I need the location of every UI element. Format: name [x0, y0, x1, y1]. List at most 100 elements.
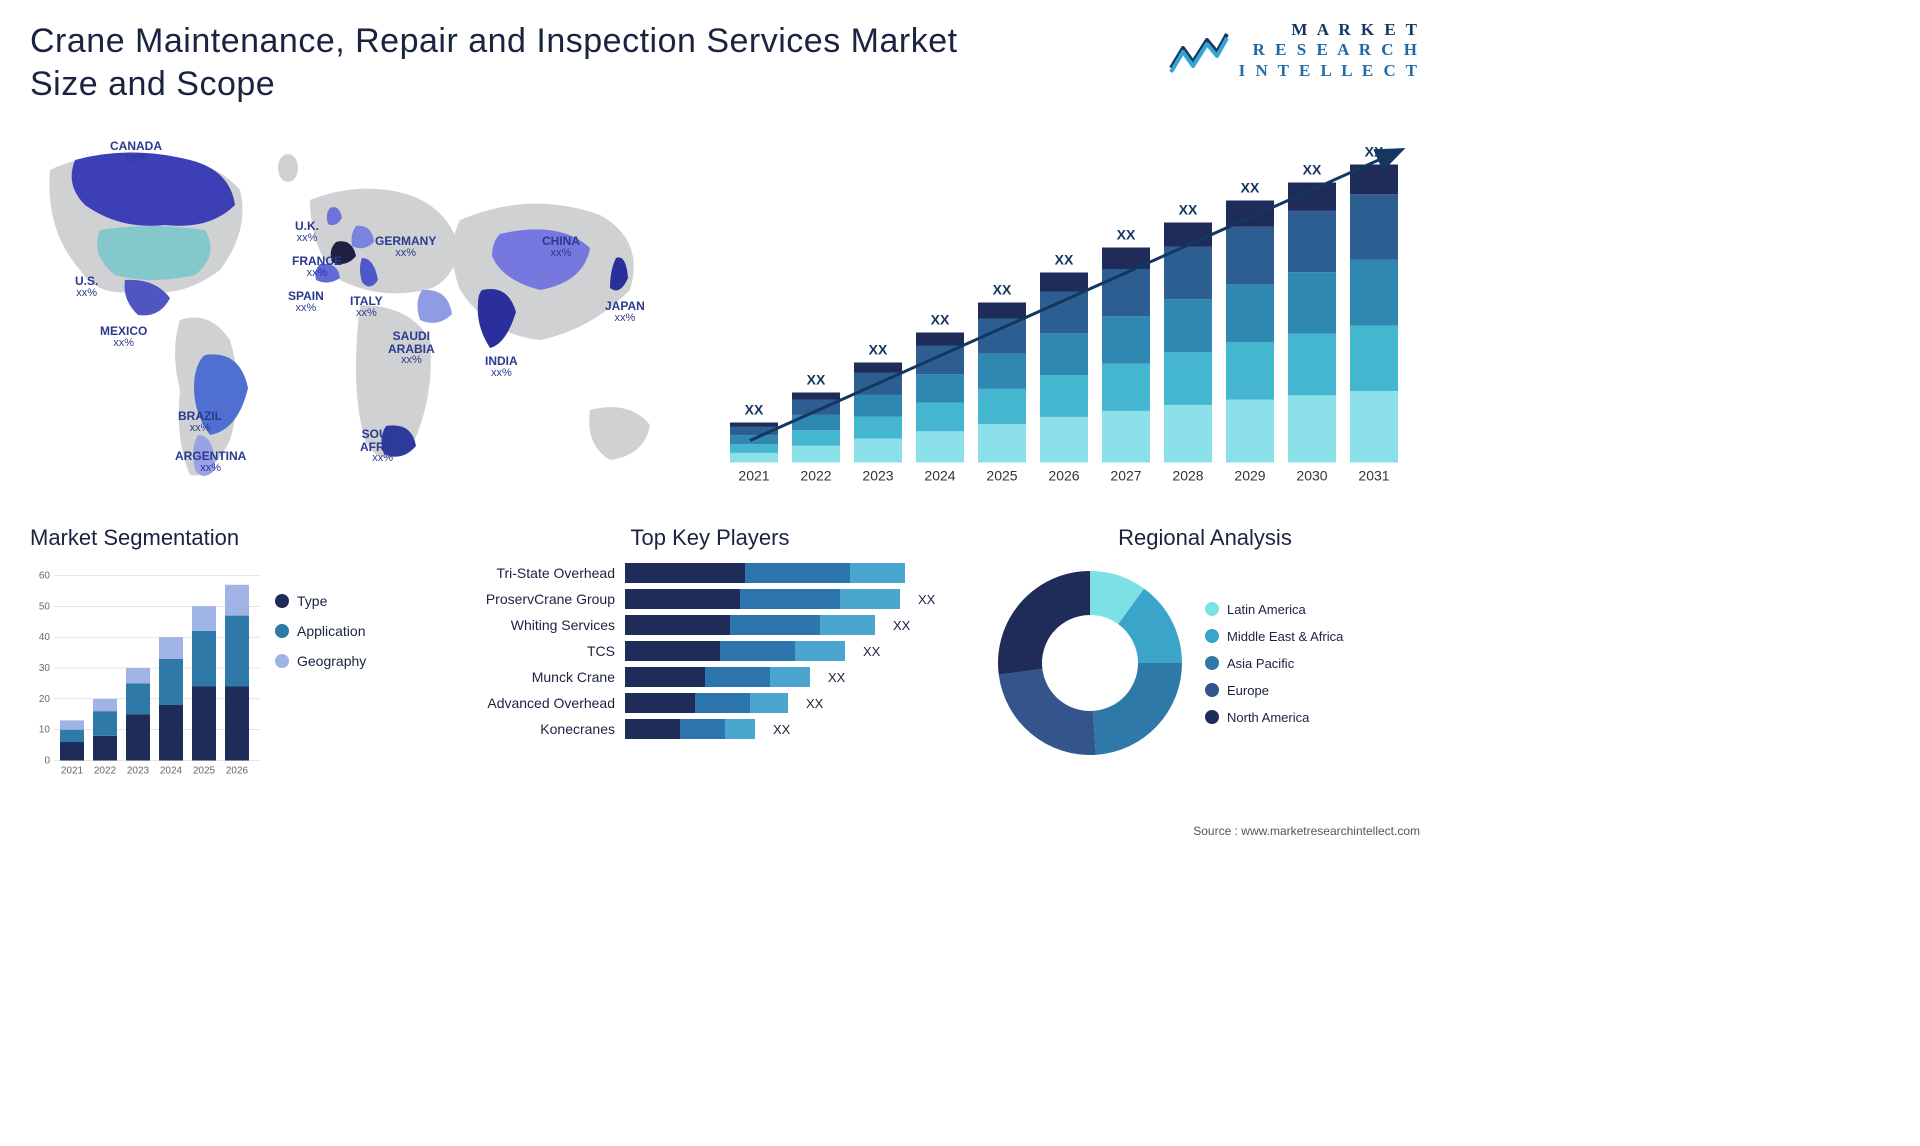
map-label: GERMANYxx%: [375, 235, 436, 259]
segmentation-title: Market Segmentation: [30, 525, 430, 551]
player-value: XX: [806, 696, 823, 711]
map-label: ITALYxx%: [350, 295, 383, 319]
player-name: Konecranes: [460, 721, 615, 737]
map-label: ARGENTINAxx%: [175, 450, 246, 474]
map-label: SOUTHAFRICAxx%: [360, 428, 405, 465]
page-title: Crane Maintenance, Repair and Inspection…: [30, 20, 980, 105]
legend-item: Asia Pacific: [1205, 656, 1343, 671]
svg-text:2022: 2022: [800, 468, 831, 484]
logo-line3: I N T E L L E C T: [1239, 61, 1420, 81]
svg-text:XX: XX: [993, 282, 1012, 298]
svg-text:2021: 2021: [738, 468, 769, 484]
legend-item: Application: [275, 623, 366, 639]
map-label: CHINAxx%: [542, 235, 580, 259]
svg-text:2024: 2024: [924, 468, 955, 484]
svg-text:2025: 2025: [986, 468, 1017, 484]
player-bar: [625, 667, 810, 687]
svg-text:10: 10: [39, 725, 51, 736]
svg-text:2024: 2024: [160, 766, 183, 777]
player-bar: [625, 589, 900, 609]
map-label: SAUDIARABIAxx%: [388, 330, 435, 367]
svg-text:XX: XX: [1117, 227, 1136, 243]
map-label: JAPANxx%: [605, 300, 645, 324]
map-label: INDIAxx%: [485, 355, 518, 379]
map-label: U.K.xx%: [295, 220, 319, 244]
player-row: Tri-State Overhead: [460, 563, 960, 583]
svg-text:XX: XX: [1179, 202, 1198, 218]
map-label: FRANCExx%: [292, 255, 342, 279]
svg-text:20: 20: [39, 694, 51, 705]
svg-text:XX: XX: [807, 372, 826, 388]
svg-text:2029: 2029: [1234, 468, 1265, 484]
regional-panel: Regional Analysis Latin America Middle Ea…: [990, 525, 1420, 783]
player-name: Whiting Services: [460, 617, 615, 633]
legend-item: North America: [1205, 710, 1343, 725]
svg-text:XX: XX: [931, 312, 950, 328]
player-name: Tri-State Overhead: [460, 565, 615, 581]
player-value: XX: [828, 670, 845, 685]
player-name: ProservCrane Group: [460, 591, 615, 607]
svg-text:40: 40: [39, 632, 51, 643]
svg-text:2021: 2021: [61, 766, 84, 777]
player-bar: [625, 641, 845, 661]
player-row: Whiting Services XX: [460, 615, 960, 635]
logo-icon: [1169, 28, 1229, 74]
map-label: U.S.xx%: [75, 275, 98, 299]
svg-text:XX: XX: [745, 402, 764, 418]
segmentation-chart: 0 10 20 30 40 50 60 2021 2022 2023 2024 2025 2026: [30, 563, 260, 783]
player-row: ProservCrane Group XX: [460, 589, 960, 609]
player-value: XX: [863, 644, 880, 659]
svg-text:2022: 2022: [94, 766, 117, 777]
player-row: Munck Crane XX: [460, 667, 960, 687]
svg-text:XX: XX: [869, 342, 888, 358]
logo-line1: M A R K E T: [1239, 20, 1420, 40]
svg-text:2030: 2030: [1296, 468, 1327, 484]
legend-item: Type: [275, 593, 366, 609]
player-name: TCS: [460, 643, 615, 659]
player-value: XX: [773, 722, 790, 737]
svg-text:2031: 2031: [1358, 468, 1389, 484]
svg-text:0: 0: [44, 756, 50, 767]
svg-text:60: 60: [39, 571, 51, 582]
svg-text:2023: 2023: [127, 766, 150, 777]
segmentation-panel: Market Segmentation 0 10 20 30 40 50 60 2021 202…: [30, 525, 430, 783]
player-name: Munck Crane: [460, 669, 615, 685]
svg-text:XX: XX: [1055, 252, 1074, 268]
map-label: BRAZILxx%: [178, 410, 222, 434]
svg-text:XX: XX: [1365, 144, 1384, 160]
regional-donut: [990, 563, 1190, 763]
svg-text:2027: 2027: [1110, 468, 1141, 484]
legend-item: Latin America: [1205, 602, 1343, 617]
svg-text:30: 30: [39, 663, 51, 674]
svg-text:XX: XX: [1303, 162, 1322, 178]
forecast-chart: XX 2021 XX 2022 XX 2023 XX 2024 XX 2025 XX 2026 XX 20…: [710, 130, 1420, 500]
player-row: Advanced Overhead XX: [460, 693, 960, 713]
regional-title: Regional Analysis: [990, 525, 1420, 551]
brand-logo: M A R K E T R E S E A R C H I N T E L L …: [1169, 20, 1420, 81]
legend-item: Middle East & Africa: [1205, 629, 1343, 644]
player-bar: [625, 719, 755, 739]
svg-text:2025: 2025: [193, 766, 216, 777]
player-name: Advanced Overhead: [460, 695, 615, 711]
source-credit: Source : www.marketresearchintellect.com: [1193, 824, 1420, 838]
map-label: MEXICOxx%: [100, 325, 147, 349]
svg-text:2026: 2026: [226, 766, 249, 777]
player-row: Konecranes XX: [460, 719, 960, 739]
svg-text:2023: 2023: [862, 468, 893, 484]
world-map-panel: CANADAxx%U.S.xx%MEXICOxx%BRAZILxx%ARGENT…: [30, 130, 680, 500]
legend-item: Europe: [1205, 683, 1343, 698]
players-panel: Top Key Players Tri-State Overhead Proser…: [460, 525, 960, 783]
players-chart: Tri-State OverheadProservCrane GroupXXWh…: [460, 563, 960, 739]
svg-text:XX: XX: [1241, 180, 1260, 196]
player-value: XX: [893, 618, 910, 633]
svg-text:50: 50: [39, 601, 51, 612]
player-bar: [625, 615, 875, 635]
players-title: Top Key Players: [460, 525, 960, 551]
svg-text:2028: 2028: [1172, 468, 1203, 484]
player-row: TCS XX: [460, 641, 960, 661]
player-value: XX: [918, 592, 935, 607]
svg-text:2026: 2026: [1048, 468, 1079, 484]
player-bar: [625, 693, 788, 713]
segmentation-legend: TypeApplicationGeography: [275, 593, 366, 783]
logo-line2: R E S E A R C H: [1239, 40, 1420, 60]
